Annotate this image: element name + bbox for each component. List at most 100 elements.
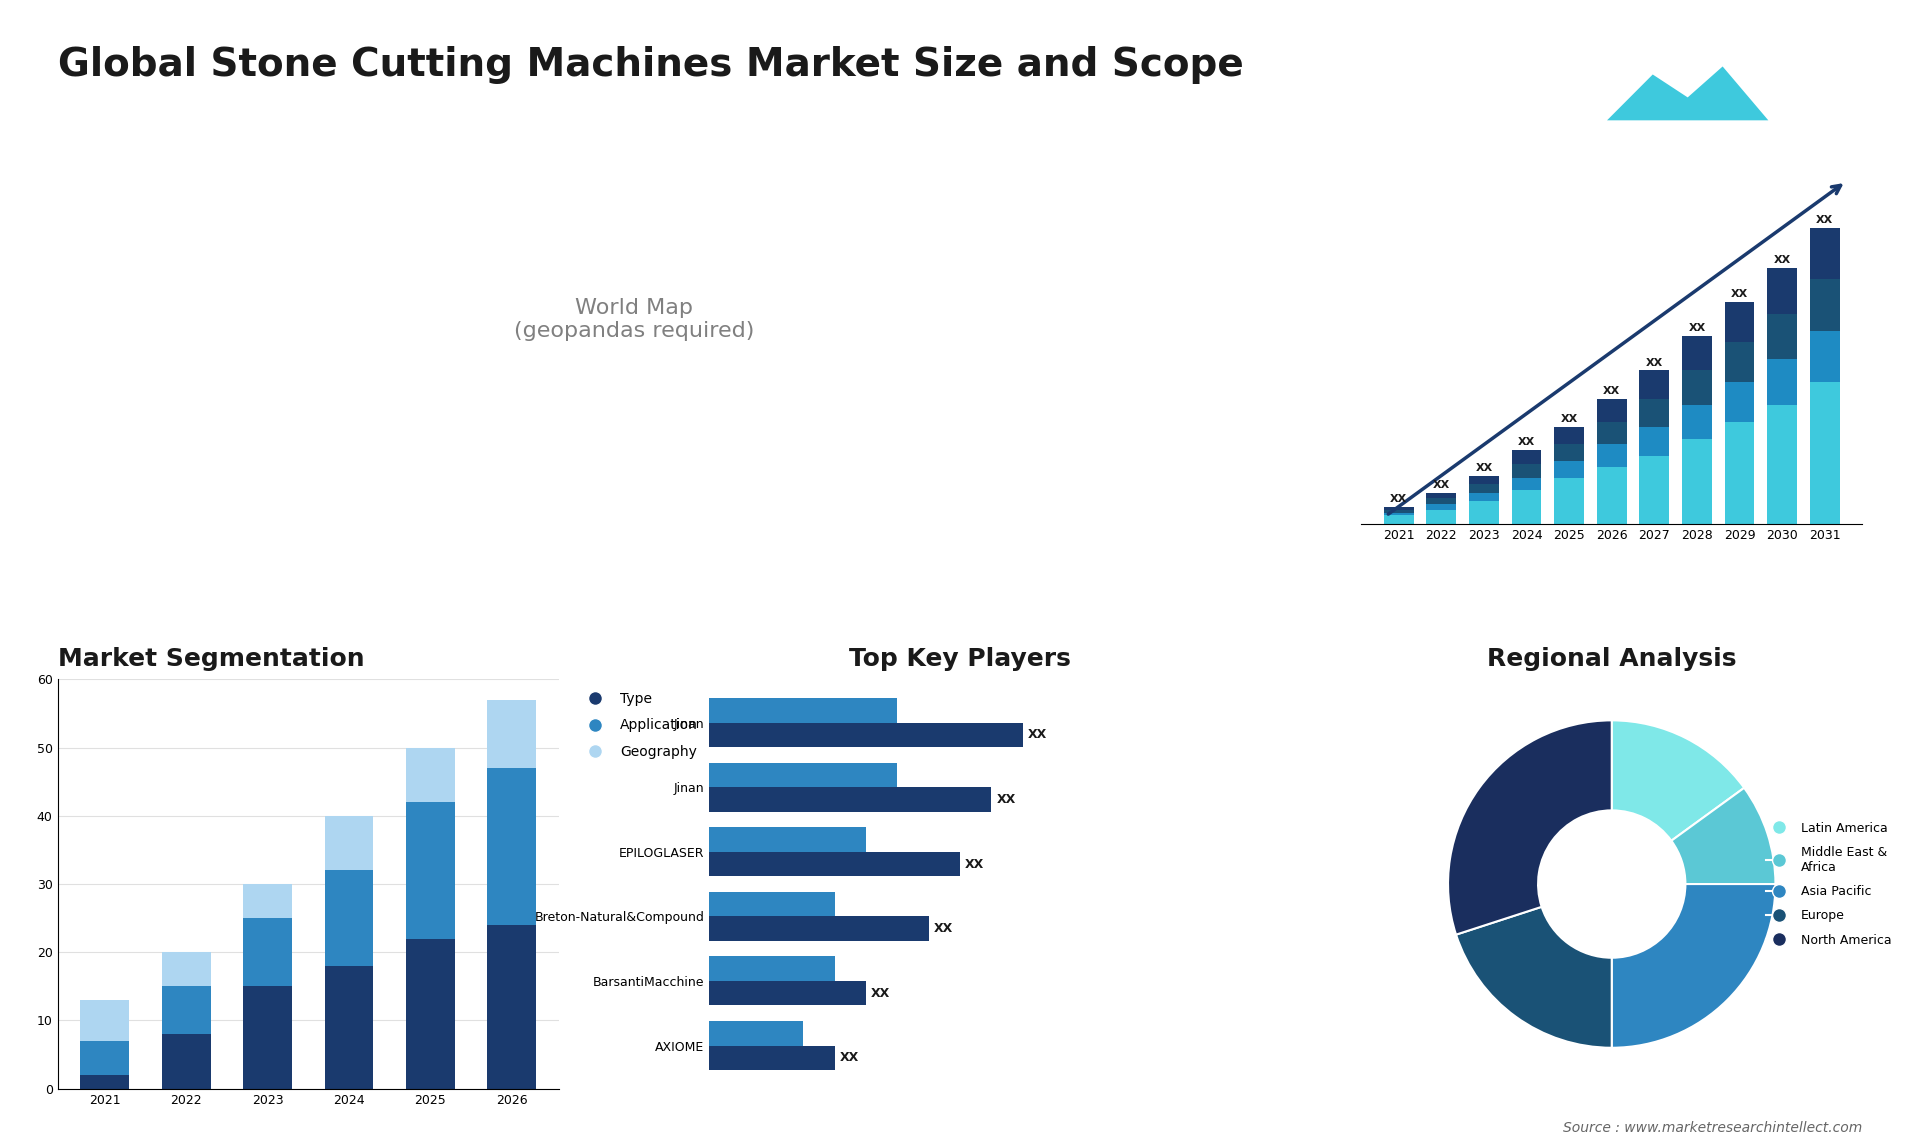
Bar <box>708 762 897 787</box>
Bar <box>1682 439 1713 524</box>
Bar <box>1469 484 1500 493</box>
Text: XX: XX <box>1688 323 1705 333</box>
Bar <box>1724 303 1755 342</box>
Bar <box>1384 512 1413 516</box>
Bar <box>1384 516 1413 524</box>
Text: Source : www.marketresearchintellect.com: Source : www.marketresearchintellect.com <box>1563 1121 1862 1135</box>
Bar <box>1682 405 1713 439</box>
Bar <box>1724 422 1755 524</box>
Text: XX: XX <box>1816 215 1834 226</box>
Bar <box>1553 427 1584 445</box>
Bar <box>324 966 372 1089</box>
Bar <box>324 816 372 871</box>
Bar <box>1724 382 1755 422</box>
Bar <box>81 1075 129 1089</box>
Bar <box>405 939 455 1089</box>
Wedge shape <box>1455 906 1611 1047</box>
Bar <box>1597 399 1626 422</box>
Bar <box>708 917 929 941</box>
Text: XX: XX <box>1603 386 1620 397</box>
Bar <box>405 747 455 802</box>
Bar <box>1469 493 1500 501</box>
Wedge shape <box>1448 721 1611 935</box>
Text: XX: XX <box>872 987 891 999</box>
Text: XX: XX <box>1519 437 1536 447</box>
Bar <box>708 787 991 811</box>
Bar <box>161 952 211 987</box>
Wedge shape <box>1611 884 1776 1047</box>
Bar <box>488 925 536 1089</box>
Bar <box>1682 370 1713 405</box>
Bar <box>488 700 536 768</box>
Bar <box>1811 228 1839 280</box>
Legend: Latin America, Middle East &
Africa, Asia Pacific, Europe, North America: Latin America, Middle East & Africa, Asi… <box>1761 817 1897 951</box>
Bar <box>1511 450 1542 464</box>
Bar <box>488 768 536 925</box>
Bar <box>244 987 292 1089</box>
Text: XX: XX <box>1732 289 1747 299</box>
Wedge shape <box>1611 721 1743 841</box>
Bar <box>1811 280 1839 330</box>
Text: XX: XX <box>996 793 1016 806</box>
Bar <box>708 1045 835 1070</box>
Text: Global Stone Cutting Machines Market Size and Scope: Global Stone Cutting Machines Market Siz… <box>58 46 1244 84</box>
Text: World Map
(geopandas required): World Map (geopandas required) <box>515 298 755 340</box>
Bar <box>1640 370 1668 399</box>
Bar <box>81 1000 129 1041</box>
Bar <box>1724 342 1755 382</box>
Bar <box>708 957 835 981</box>
Bar <box>1469 501 1500 524</box>
Bar <box>1553 445 1584 462</box>
Bar <box>708 1021 803 1045</box>
Bar <box>1511 464 1542 478</box>
Bar <box>1766 268 1797 314</box>
Bar <box>1384 510 1413 512</box>
Bar <box>708 698 897 723</box>
Text: MARKET
RESEARCH
INTELLECT: MARKET RESEARCH INTELLECT <box>1776 60 1830 89</box>
Bar <box>1427 510 1455 524</box>
Wedge shape <box>1670 787 1776 884</box>
Text: XX: XX <box>966 857 985 871</box>
Bar <box>1553 462 1584 478</box>
Text: XX: XX <box>1390 494 1407 504</box>
Bar <box>1427 499 1455 504</box>
Bar <box>1427 504 1455 510</box>
Text: XX: XX <box>933 923 952 935</box>
Bar <box>1597 468 1626 524</box>
Text: XX: XX <box>1774 256 1791 265</box>
Bar <box>708 892 835 917</box>
Polygon shape <box>1607 66 1768 120</box>
Text: XX: XX <box>1432 480 1450 489</box>
Bar <box>1427 493 1455 499</box>
Bar <box>1597 445 1626 468</box>
Bar <box>1469 476 1500 484</box>
Text: XX: XX <box>1027 729 1046 741</box>
Bar <box>161 987 211 1034</box>
Bar <box>1766 359 1797 405</box>
Text: XX: XX <box>1645 358 1663 368</box>
Bar <box>161 1034 211 1089</box>
Bar <box>324 871 372 966</box>
Title: Top Key Players: Top Key Players <box>849 646 1071 670</box>
Legend: Type, Application, Geography: Type, Application, Geography <box>576 686 705 764</box>
Bar <box>1511 489 1542 524</box>
Bar <box>708 981 866 1005</box>
Bar <box>1766 405 1797 524</box>
Bar <box>1811 382 1839 524</box>
Bar <box>81 1041 129 1075</box>
Bar <box>1553 478 1584 524</box>
Text: XX: XX <box>839 1051 858 1065</box>
Bar <box>708 723 1023 747</box>
Bar <box>708 851 960 877</box>
Bar <box>1811 330 1839 382</box>
Bar <box>1384 507 1413 510</box>
Bar <box>244 884 292 918</box>
Bar <box>1511 478 1542 489</box>
Bar <box>405 802 455 939</box>
Text: Market Segmentation: Market Segmentation <box>58 646 365 670</box>
Bar <box>1766 314 1797 359</box>
Title: Regional Analysis: Regional Analysis <box>1486 646 1736 670</box>
Text: XX: XX <box>1475 463 1492 472</box>
Bar <box>708 827 866 851</box>
Text: XX: XX <box>1561 415 1578 424</box>
